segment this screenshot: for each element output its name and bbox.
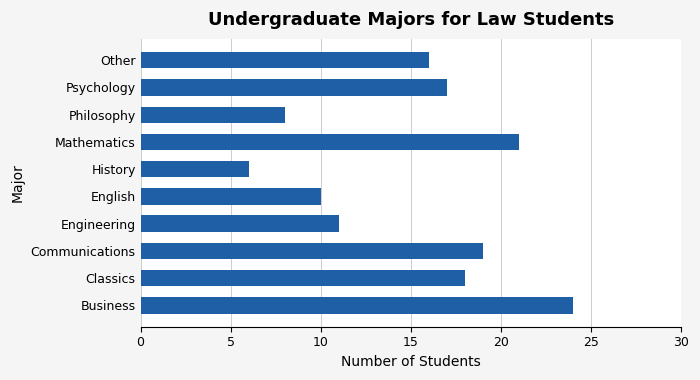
- Bar: [141, 270, 465, 286]
- Title: Undergraduate Majors for Law Students: Undergraduate Majors for Law Students: [208, 11, 614, 29]
- Bar: [141, 297, 573, 314]
- Bar: [141, 106, 285, 123]
- X-axis label: Number of Students: Number of Students: [341, 355, 481, 369]
- Bar: [141, 52, 429, 68]
- Bar: [141, 188, 321, 204]
- Y-axis label: Major: Major: [11, 163, 25, 202]
- Bar: [141, 215, 339, 232]
- Bar: [141, 134, 519, 150]
- Bar: [141, 161, 248, 177]
- Bar: [141, 79, 447, 96]
- Bar: [141, 243, 483, 259]
